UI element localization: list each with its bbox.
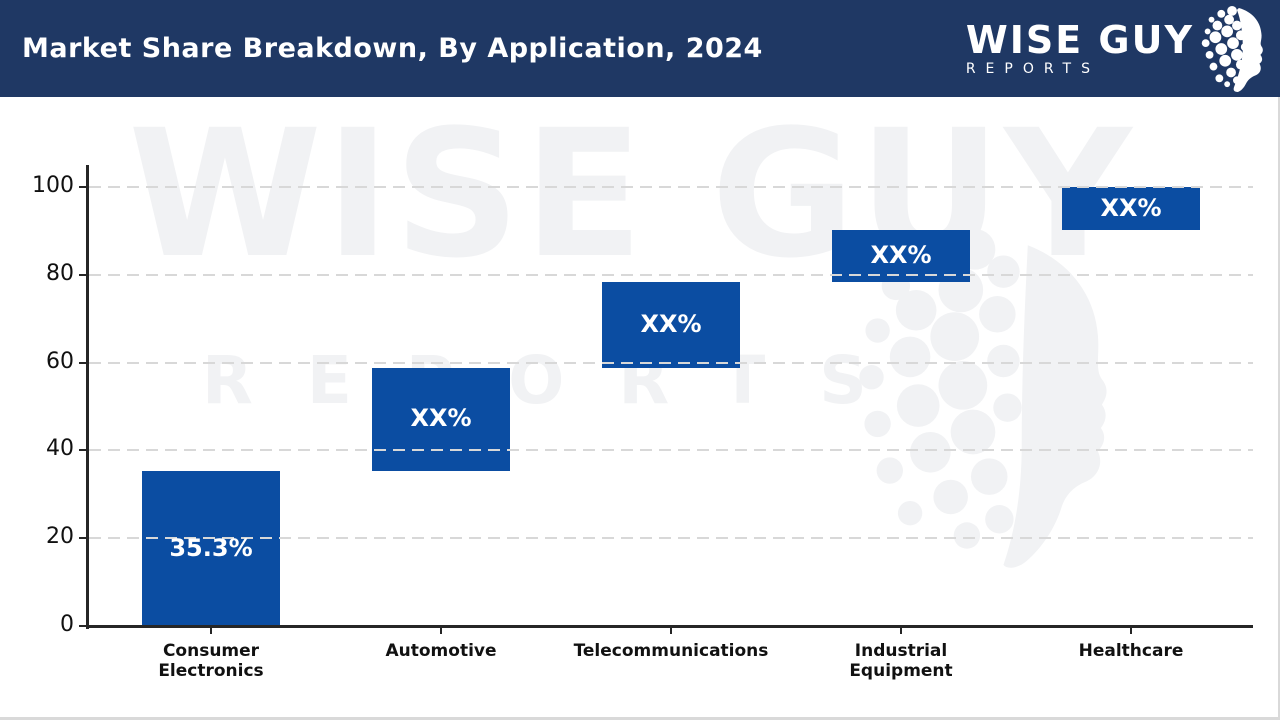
x-tick-3: [670, 626, 672, 634]
x-axis-line: [86, 625, 1253, 628]
bar-value-label-4: XX%: [870, 241, 932, 270]
watermark-head-icon: [859, 229, 1107, 568]
gridline-80: [89, 273, 1253, 276]
brand-subtitle: REPORTS: [965, 60, 1100, 77]
bar-5: [1062, 187, 1200, 231]
market-share-chart: WISE GUY REPORTS 0 20 40 60 80 100 35.3% Consum…: [0, 92, 1280, 717]
y-tick-100: [79, 186, 88, 188]
x-category-label-2: Automotive: [385, 641, 497, 661]
gridline-40: [89, 449, 1253, 452]
y-tick-label-60: 60: [46, 348, 74, 374]
y-tick-80: [79, 273, 88, 276]
bar-1: [142, 471, 280, 626]
y-axis-line: [86, 165, 89, 629]
bar-3: [602, 282, 740, 368]
x-tick-4: [900, 626, 902, 634]
y-tick-label-80: 80: [46, 260, 74, 286]
x-category-label-1: Consumer Electronics: [158, 641, 264, 681]
app-header: Market Share Breakdown, By Application, …: [0, 0, 1280, 97]
y-tick-40: [79, 449, 88, 452]
bar-value-label-1: 35.3%: [169, 533, 253, 562]
bar-2: [372, 367, 510, 472]
gridline-100: [89, 186, 1253, 188]
bar-4: [832, 230, 970, 283]
brand-head-icon: [1201, 5, 1263, 92]
gridline-60: [89, 361, 1253, 364]
x-category-label-4: Industrial Equipment: [849, 641, 953, 681]
page-title: Market Share Breakdown, By Application, …: [22, 33, 763, 64]
y-tick-label-0: 0: [60, 612, 74, 637]
y-tick-60: [79, 361, 88, 364]
x-tick-1: [210, 626, 212, 634]
y-tick-20: [79, 537, 88, 540]
x-tick-5: [1130, 626, 1132, 634]
watermark-subtext: REPORTS: [202, 342, 921, 419]
y-tick-label-100: 100: [32, 173, 74, 198]
y-tick-label-40: 40: [46, 436, 74, 462]
gridline-20: [89, 537, 1253, 540]
bar-value-label-2: XX%: [410, 404, 472, 433]
bar-value-label-3: XX%: [640, 310, 702, 339]
y-tick-label-20: 20: [46, 524, 74, 550]
x-category-label-3: Telecommunications: [573, 641, 769, 661]
bar-value-label-5: XX%: [1100, 193, 1162, 222]
x-tick-2: [440, 626, 442, 634]
x-category-label-5: Healthcare: [1078, 641, 1184, 661]
brand-name: WISE GUY: [965, 17, 1194, 62]
y-tick-0: [79, 625, 88, 627]
brand-logo: WISE GUY REPORTS: [965, 5, 1270, 92]
